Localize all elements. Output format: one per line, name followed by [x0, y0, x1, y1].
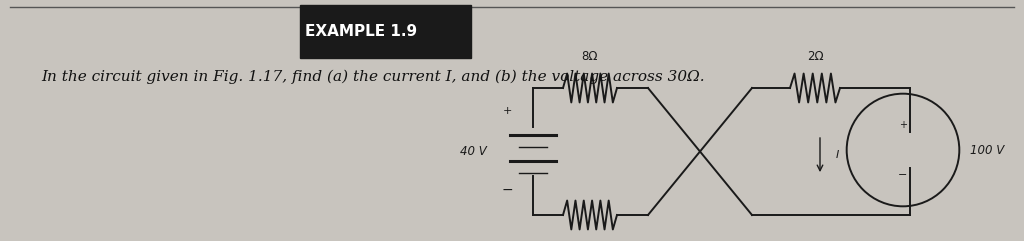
Text: 2Ω: 2Ω: [807, 50, 823, 63]
Text: 40 V: 40 V: [460, 145, 487, 158]
Text: In the circuit given in Fig. 1.17, find (a) the current I, and (b) the voltage a: In the circuit given in Fig. 1.17, find …: [41, 70, 705, 84]
FancyBboxPatch shape: [300, 5, 471, 58]
Text: 8Ω: 8Ω: [582, 50, 598, 63]
Text: 100 V: 100 V: [970, 143, 1004, 156]
Text: +: +: [503, 106, 512, 115]
Text: −: −: [502, 183, 513, 197]
Text: I: I: [836, 150, 839, 160]
Text: EXAMPLE 1.9: EXAMPLE 1.9: [305, 24, 417, 39]
Text: −: −: [898, 170, 907, 180]
Text: +: +: [899, 120, 907, 130]
